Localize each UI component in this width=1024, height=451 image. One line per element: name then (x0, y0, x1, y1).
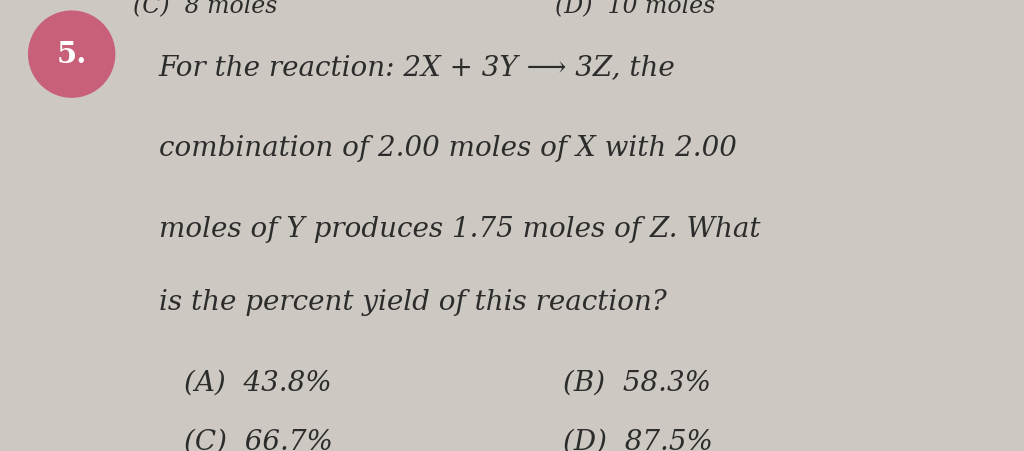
Text: (B)  58.3%: (B) 58.3% (563, 370, 712, 397)
Text: (C)  8 moles: (C) 8 moles (133, 0, 276, 18)
Text: is the percent yield of this reaction?: is the percent yield of this reaction? (159, 289, 667, 316)
Ellipse shape (29, 11, 115, 97)
Text: (D)  10 moles: (D) 10 moles (555, 0, 715, 18)
Text: combination of 2.00 moles of X with 2.00: combination of 2.00 moles of X with 2.00 (159, 135, 736, 162)
Text: moles of Y produces 1.75 moles of Z. What: moles of Y produces 1.75 moles of Z. Wha… (159, 216, 760, 244)
Text: (D)  87.5%: (D) 87.5% (563, 428, 713, 451)
Text: 5.: 5. (56, 40, 87, 69)
Text: (A)  43.8%: (A) 43.8% (184, 370, 332, 397)
Text: (C)  66.7%: (C) 66.7% (184, 428, 333, 451)
Text: For the reaction: 2X + 3Y ⟶ 3Z, the: For the reaction: 2X + 3Y ⟶ 3Z, the (159, 54, 676, 81)
